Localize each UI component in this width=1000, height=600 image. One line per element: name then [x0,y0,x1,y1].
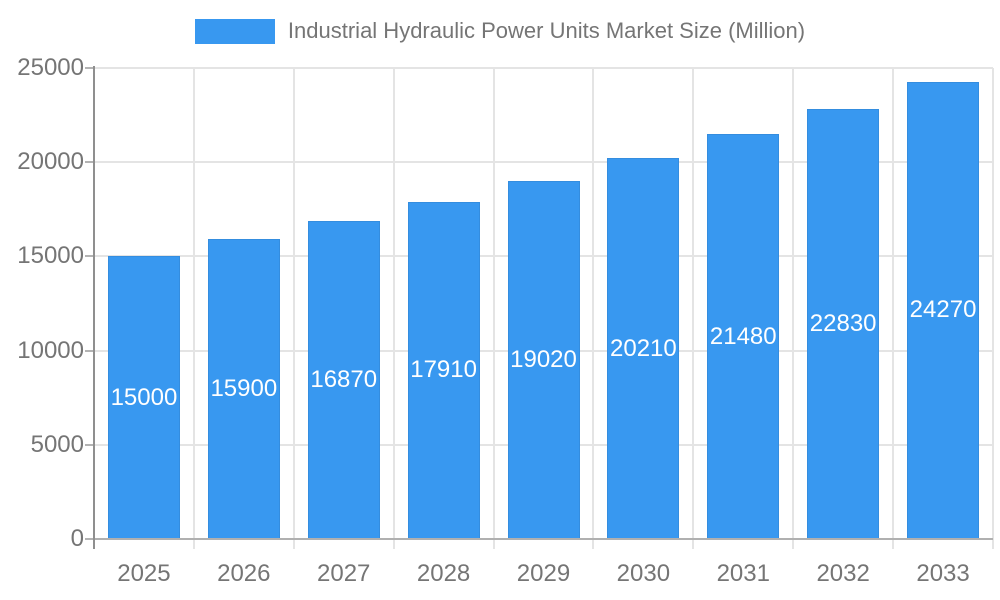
x-axis-tick-label: 2028 [416,560,471,587]
bar [107,256,180,539]
bar [307,221,380,539]
x-axis-tick-label: 2027 [317,560,371,587]
gridline-vertical [992,68,994,549]
gridline-vertical [392,68,395,549]
bar-value-label: 17910 [410,356,477,384]
gridline-vertical [792,68,795,549]
x-axis-tick-label: 2032 [816,560,870,587]
bar-value-label: 20210 [610,334,677,362]
bar [807,108,880,539]
y-axis-tick [85,443,94,446]
y-axis-tick [85,349,94,352]
x-axis-line [94,538,993,540]
bar [707,134,780,539]
gridline-vertical [292,68,295,549]
bar [207,239,280,539]
y-axis-tick-label: 5000 [30,430,84,458]
x-axis-tick-label: 2026 [217,560,271,587]
y-axis-tick-label: 25000 [17,54,84,81]
bar-value-label: 15000 [110,383,178,411]
bar [907,81,980,539]
y-axis-tick-label: 15000 [17,242,84,270]
legend-swatch [194,18,275,44]
y-axis-tick [85,538,94,540]
gridline-vertical [192,68,195,549]
x-axis-tick-label: 2029 [516,560,571,587]
x-axis-tick-label: 2033 [916,560,970,587]
gridline-horizontal [94,67,993,69]
bar [407,201,480,539]
y-axis-tick-label: 10000 [17,336,84,364]
y-axis-tick-label: 0 [70,525,84,552]
y-axis-tick [85,161,94,164]
x-axis-tick-label: 2025 [117,560,171,587]
y-axis-tick [85,255,94,258]
y-axis-tick-label: 20000 [17,148,84,176]
bar-value-label: 21480 [709,322,777,350]
bar [607,158,680,539]
bar [507,180,580,539]
x-axis-tick-label: 2031 [716,560,770,587]
gridline-vertical [692,68,695,549]
legend-series-label: Industrial Hydraulic Power Units Market … [287,18,806,43]
gridline-vertical [492,68,495,549]
bar-value-label: 16870 [310,366,378,394]
y-axis-tick [85,67,94,69]
gridline-horizontal [94,161,993,164]
bar-value-label: 22830 [809,309,877,337]
legend: Industrial Hydraulic Power Units Market … [0,16,1000,46]
bar-value-label: 19020 [510,345,577,373]
x-axis-tick-label: 2030 [616,560,671,587]
bar-value-label: 24270 [909,296,977,324]
y-axis-line [93,66,95,549]
gridline-vertical [592,68,595,549]
gridline-vertical [892,68,895,549]
bar-value-label: 15900 [210,375,278,403]
